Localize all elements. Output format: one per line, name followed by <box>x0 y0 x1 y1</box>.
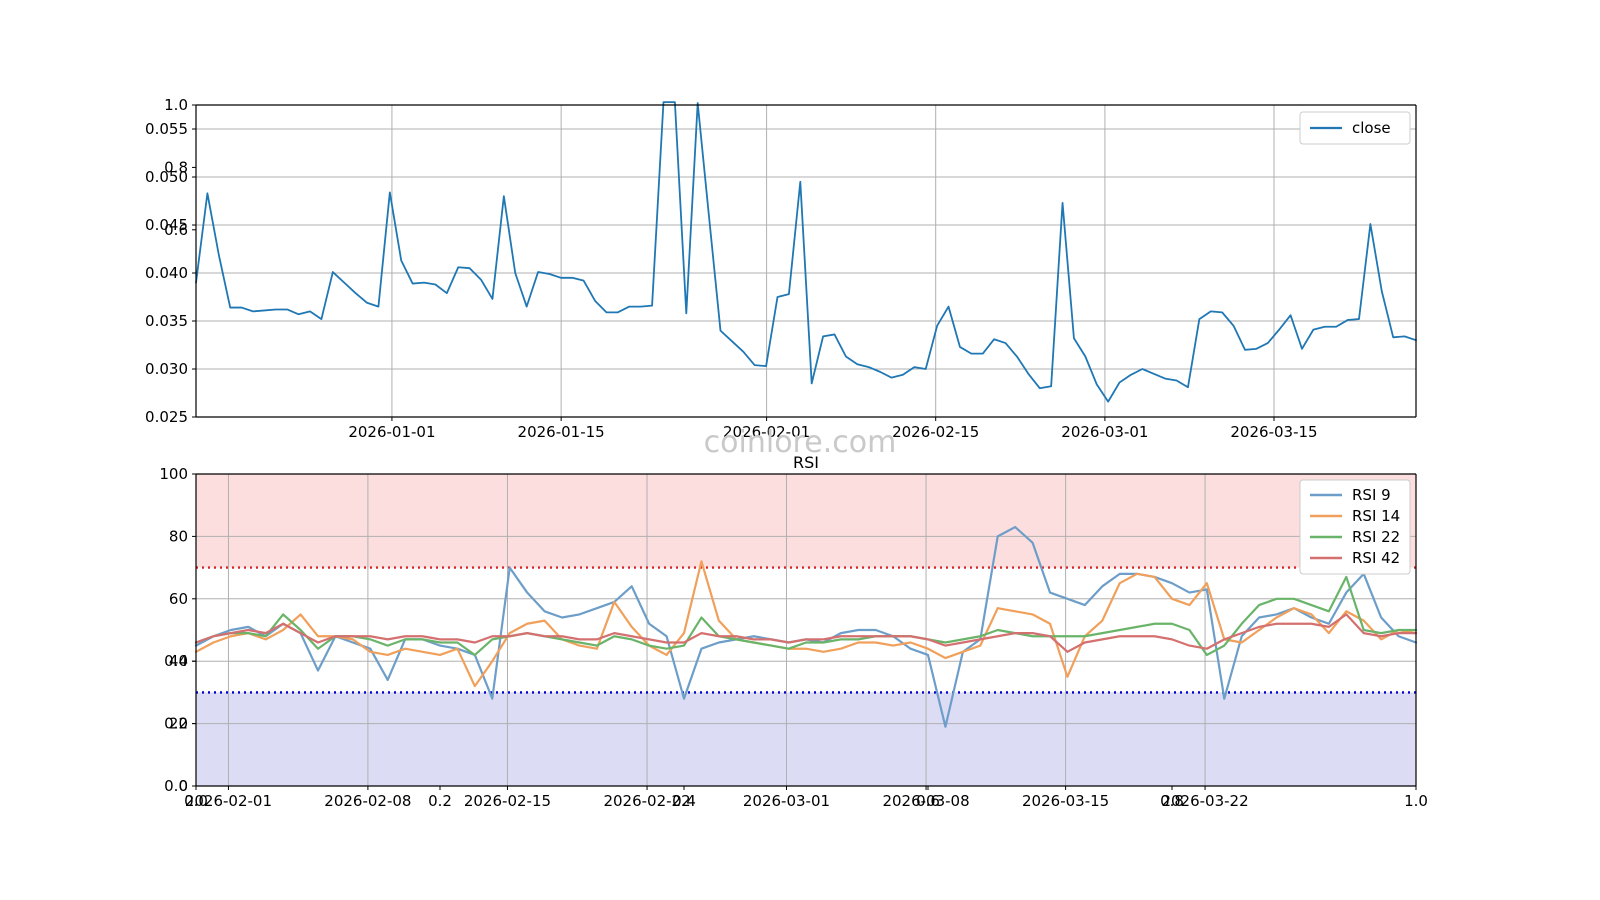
price-x-tick-label: 2026-03-01 <box>1061 423 1148 441</box>
price-x-tick-label: 2026-01-15 <box>518 423 605 441</box>
price-y-tick-label-secondary: 0.6 <box>164 221 188 239</box>
price-plot-background <box>196 105 1416 417</box>
rsi-legend-box[interactable] <box>1299 479 1411 575</box>
rsi-legend-label-RSI-9: RSI 9 <box>1352 486 1391 504</box>
price-series-group <box>195 101 1417 403</box>
rsi-legend[interactable]: RSI 9 RSI 14 RSI 22 RSI 42 <box>1299 479 1411 575</box>
rsi-x-tick-label: 2026-03-08 <box>882 792 969 810</box>
price-x-tick-label: 2026-03-15 <box>1230 423 1317 441</box>
price-x-tick-label: 2026-02-01 <box>723 423 810 441</box>
price-legend-label-close: close <box>1352 119 1391 137</box>
rsi-y-axis-ticks: 0 20 40 60 80 100 <box>159 465 196 795</box>
price-x-axis-ticks: 2026-01-01 2026-01-15 2026-02-01 2026-02-15… <box>348 417 1318 441</box>
rsi-y-tick-label-secondary: 0.0 <box>164 777 188 795</box>
rsi-x-tick-label-secondary: 0.8 <box>1160 792 1184 810</box>
rsi-series-group <box>194 525 1418 728</box>
rsi-legend-label-RSI-22: RSI 22 <box>1352 528 1400 546</box>
rsi-x-tick-label: 2026-03-01 <box>743 792 830 810</box>
rsi-x-tick-label: 2026-02-01 <box>185 792 272 810</box>
price-y-tick-label: 0.030 <box>145 360 188 378</box>
rsi-y-tick-label: 80 <box>169 527 188 545</box>
rsi-y-tick-label: 20 <box>169 715 188 733</box>
rsi-x-tick-label-secondary: 0.2 <box>428 792 452 810</box>
rsi-y-tick-label: 0 <box>178 777 188 795</box>
rsi-x-tick-label: 2026-03-22 <box>1161 792 1248 810</box>
rsi-x-tick-label: 2026-02-22 <box>603 792 690 810</box>
price-x-tick-label: 2026-01-01 <box>348 423 435 441</box>
rsi-x-tick-label-secondary: 0.4 <box>672 792 696 810</box>
rsi-x-tick-label: 2026-02-08 <box>324 792 411 810</box>
price-y-tick-label: 0.050 <box>145 168 188 186</box>
rsi-legend-label-RSI-42: RSI 42 <box>1352 549 1400 567</box>
rsi-x-tick-label: 2026-02-15 <box>464 792 551 810</box>
price-y-tick-label: 0.035 <box>145 312 188 330</box>
price-y-tick-label-secondary: 1.0 <box>164 96 188 114</box>
rsi-axis-spines <box>195 473 1417 787</box>
rsi-x-tick-label-secondary: 1.0 <box>1404 792 1428 810</box>
rsi-series-RSI-14 <box>194 560 1418 688</box>
rsi-series-RSI-22 <box>194 575 1418 657</box>
rsi-y-tick-label-secondary: 0.4 <box>164 652 188 670</box>
rsi-band <box>196 692 1416 786</box>
price-legend[interactable]: close <box>1299 111 1411 145</box>
price-legend-box[interactable] <box>1299 111 1411 145</box>
rsi-threshold-bands <box>196 474 1416 786</box>
price-y-tick-label: 0.055 <box>145 120 188 138</box>
price-y-tick-label: 0.045 <box>145 216 188 234</box>
rsi-x-axis-ticks: 2026-02-01 2026-02-08 2026-02-15 2026-02-22… <box>185 786 1249 810</box>
rsi-y-axis-secondary-ticks: 0.0 0.2 0.4 <box>164 652 196 795</box>
rsi-panel-title: RSI <box>793 453 819 472</box>
price-y-axis-secondary-ticks: 0.6 0.8 1.0 <box>164 96 196 239</box>
rsi-y-tick-label: 100 <box>159 465 188 483</box>
price-axis-spines <box>195 104 1417 418</box>
rsi-y-tick-label: 40 <box>169 652 188 670</box>
price-series-close <box>195 101 1417 403</box>
coinlore-watermark: coinlore.com <box>704 425 897 460</box>
rsi-y-tick-label: 60 <box>169 590 188 608</box>
rsi-y-tick-label-secondary: 0.2 <box>164 715 188 733</box>
rsi-band <box>196 474 1416 568</box>
price-y-tick-label-secondary: 0.8 <box>164 158 188 176</box>
price-x-tick-label: 2026-02-15 <box>892 423 979 441</box>
rsi-gridlines <box>196 474 1416 786</box>
rsi-series-RSI-42 <box>194 613 1418 653</box>
rsi-legend-label-RSI-14: RSI 14 <box>1352 507 1400 525</box>
rsi-x-tick-label-secondary: 0.0 <box>184 792 208 810</box>
rsi-x-axis-secondary-ticks: 0.0 0.2 0.4 0.6 0.8 1.0 <box>184 786 1428 810</box>
price-y-axis-ticks: 0.025 0.030 0.035 0.040 0.045 0.050 0.055 <box>145 120 196 426</box>
rsi-x-tick-label: 2026-03-15 <box>1022 792 1109 810</box>
rsi-x-tick-label-secondary: 0.6 <box>916 792 940 810</box>
price-y-tick-label: 0.025 <box>145 408 188 426</box>
price-y-tick-label: 0.040 <box>145 264 188 282</box>
